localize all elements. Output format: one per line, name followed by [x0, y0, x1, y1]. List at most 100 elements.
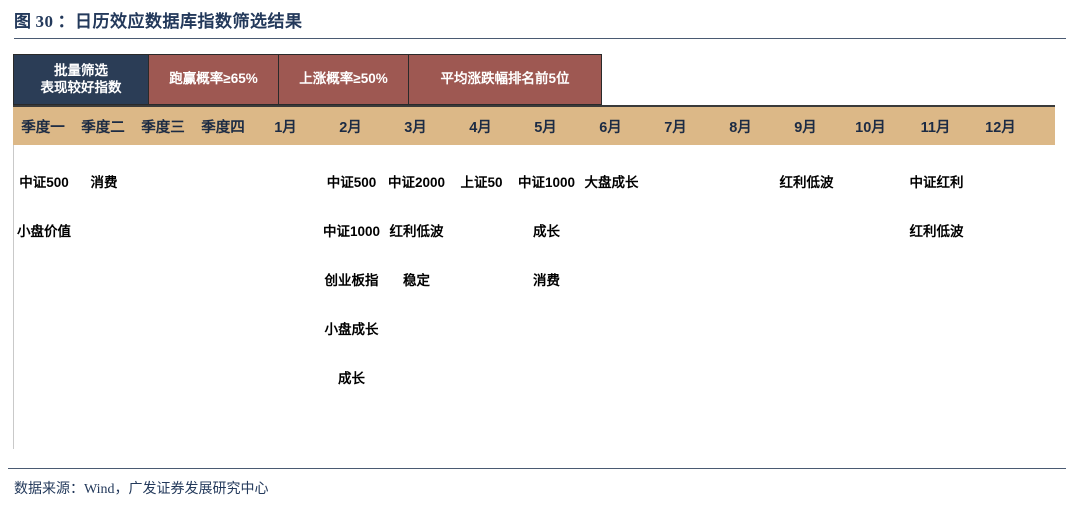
- figure-colon: ：: [57, 12, 75, 31]
- cell-q1-r2[interactable]: 小盘价值: [17, 223, 71, 239]
- cell-q3-r1: [134, 156, 194, 205]
- cell-m4-r3: [449, 254, 514, 303]
- cell-m6-r1[interactable]: 大盘成长: [584, 174, 639, 190]
- cell-m10-r1: [839, 156, 904, 205]
- table-row: 中证500 消费 中证500 中证2000 上证50 中证1000 大盘成长 红利低波 中证红利: [14, 156, 1056, 205]
- cell-m10-r4: [839, 303, 904, 352]
- table-row: 成长: [14, 352, 1056, 401]
- column-header-q3[interactable]: 季度三: [141, 119, 185, 136]
- cell-m4-r2: [449, 205, 514, 254]
- cell-m2-r2[interactable]: 中证1000: [322, 223, 381, 239]
- criteria-cell-label: 跑赢概率≥65%: [169, 71, 258, 87]
- cell-q2-r4: [74, 303, 134, 352]
- cell-m4-r5: [449, 352, 514, 401]
- cell-q1-r5: [14, 352, 74, 401]
- cell-q1-r1[interactable]: 中证500: [19, 174, 69, 190]
- column-header-m5[interactable]: 5月: [534, 119, 557, 136]
- table-row: 小盘价值 中证1000 红利低波 成长 红利低波: [14, 205, 1056, 254]
- column-header-m11[interactable]: 11月: [920, 119, 951, 136]
- cell-m12-r5: [969, 352, 1034, 401]
- cell-m11-r2[interactable]: 红利低波: [909, 223, 964, 239]
- cell-m6-r2: [579, 205, 644, 254]
- cell-m5-r5: [514, 352, 579, 401]
- criteria-cell-line2: 表现较好指数: [40, 79, 122, 95]
- cell-q4-r2: [194, 205, 254, 254]
- source-note: 数据来源：Wind，广发证券发展研究中心: [14, 482, 269, 497]
- cell-q1-r4: [14, 303, 74, 352]
- criteria-cell-label: 平均涨跌幅排名前5位: [440, 71, 570, 87]
- cell-m6-r5: [579, 352, 644, 401]
- column-header-q1[interactable]: 季度一: [21, 119, 65, 136]
- cell-m5-r4: [514, 303, 579, 352]
- cell-q3-r4: [134, 303, 194, 352]
- criteria-header-row: 批量筛选 表现较好指数 跑赢概率≥65% 上涨概率≥50% 平均涨跌幅排名前5位: [13, 54, 602, 105]
- criteria-cell-3[interactable]: 上涨概率≥50%: [278, 54, 409, 105]
- cell-m5-r3[interactable]: 消费: [533, 272, 560, 288]
- cell-q2-r2: [74, 205, 134, 254]
- cell-m12-r4: [969, 303, 1034, 352]
- cell-m8-r3: [709, 254, 774, 303]
- cell-q1-r3: [14, 254, 74, 303]
- table-row: 小盘成长: [14, 303, 1056, 352]
- cell-m2-r4[interactable]: 小盘成长: [324, 321, 379, 337]
- cell-q4-r5: [194, 352, 254, 401]
- column-header-m1[interactable]: 1月: [274, 119, 297, 136]
- cell-m7-r2: [644, 205, 709, 254]
- cell-m7-r4: [644, 303, 709, 352]
- cell-m4-r4: [449, 303, 514, 352]
- cell-m8-r4: [709, 303, 774, 352]
- cell-m12-r3: [969, 254, 1034, 303]
- criteria-cell-line1: 批量筛选: [54, 62, 108, 78]
- column-header-m3[interactable]: 3月: [404, 119, 427, 136]
- cell-m8-r5: [709, 352, 774, 401]
- cell-m5-r2[interactable]: 成长: [533, 223, 560, 239]
- column-header-m2[interactable]: 2月: [339, 119, 362, 136]
- column-header-m10[interactable]: 10月: [855, 119, 886, 136]
- column-header-q2[interactable]: 季度二: [81, 119, 125, 136]
- cell-m3-r1[interactable]: 中证2000: [387, 174, 446, 190]
- cell-m11-r3: [904, 254, 969, 303]
- cell-m1-r5: [254, 352, 319, 401]
- cell-m10-r3: [839, 254, 904, 303]
- cell-m11-r5: [904, 352, 969, 401]
- table-row: 创业板指 稳定 消费: [14, 254, 1056, 303]
- cell-m2-r1[interactable]: 中证500: [326, 174, 377, 190]
- cell-m8-r2: [709, 205, 774, 254]
- cell-m1-r4: [254, 303, 319, 352]
- column-header-m8[interactable]: 8月: [729, 119, 752, 136]
- criteria-cell-4[interactable]: 平均涨跌幅排名前5位: [408, 54, 602, 105]
- column-header-q4[interactable]: 季度四: [201, 119, 245, 136]
- footer-divider: [8, 468, 1066, 469]
- cell-q4-r1: [194, 156, 254, 205]
- cell-m12-r1: [969, 156, 1034, 205]
- cell-q3-r3: [134, 254, 194, 303]
- cell-m4-r1[interactable]: 上证50: [460, 174, 503, 190]
- cell-m2-r3[interactable]: 创业板指: [324, 272, 379, 288]
- cell-m7-r3: [644, 254, 709, 303]
- cell-q2-r1[interactable]: 消费: [90, 174, 118, 190]
- cell-m3-r2[interactable]: 红利低波: [389, 223, 444, 239]
- figure-number: 30: [35, 12, 54, 31]
- column-header-m7[interactable]: 7月: [664, 119, 687, 136]
- criteria-cell-1[interactable]: 批量筛选 表现较好指数: [13, 54, 149, 105]
- column-header-m12[interactable]: 12月: [985, 119, 1016, 136]
- cell-q4-r4: [194, 303, 254, 352]
- cell-q2-r3: [74, 254, 134, 303]
- cell-m2-r5[interactable]: 成长: [338, 370, 365, 386]
- page-title: 图 30 ：日历效应数据库指数筛选结果: [14, 7, 303, 32]
- cell-m1-r3: [254, 254, 319, 303]
- figure-title-text: 日历效应数据库指数筛选结果: [75, 12, 303, 31]
- cell-m5-r1[interactable]: 中证1000: [517, 174, 576, 190]
- title-divider: [14, 38, 1066, 39]
- column-header-m4[interactable]: 4月: [469, 119, 492, 136]
- cell-q4-r3: [194, 254, 254, 303]
- cell-m1-r1: [254, 156, 319, 205]
- cell-m3-r5: [384, 352, 449, 401]
- cell-m9-r1[interactable]: 红利低波: [779, 174, 834, 190]
- cell-m11-r4: [904, 303, 969, 352]
- column-header-m6[interactable]: 6月: [599, 119, 622, 136]
- cell-m11-r1[interactable]: 中证红利: [909, 174, 964, 190]
- column-header-m9[interactable]: 9月: [794, 119, 817, 136]
- criteria-cell-2[interactable]: 跑赢概率≥65%: [148, 54, 279, 105]
- cell-m3-r3[interactable]: 稳定: [403, 272, 430, 288]
